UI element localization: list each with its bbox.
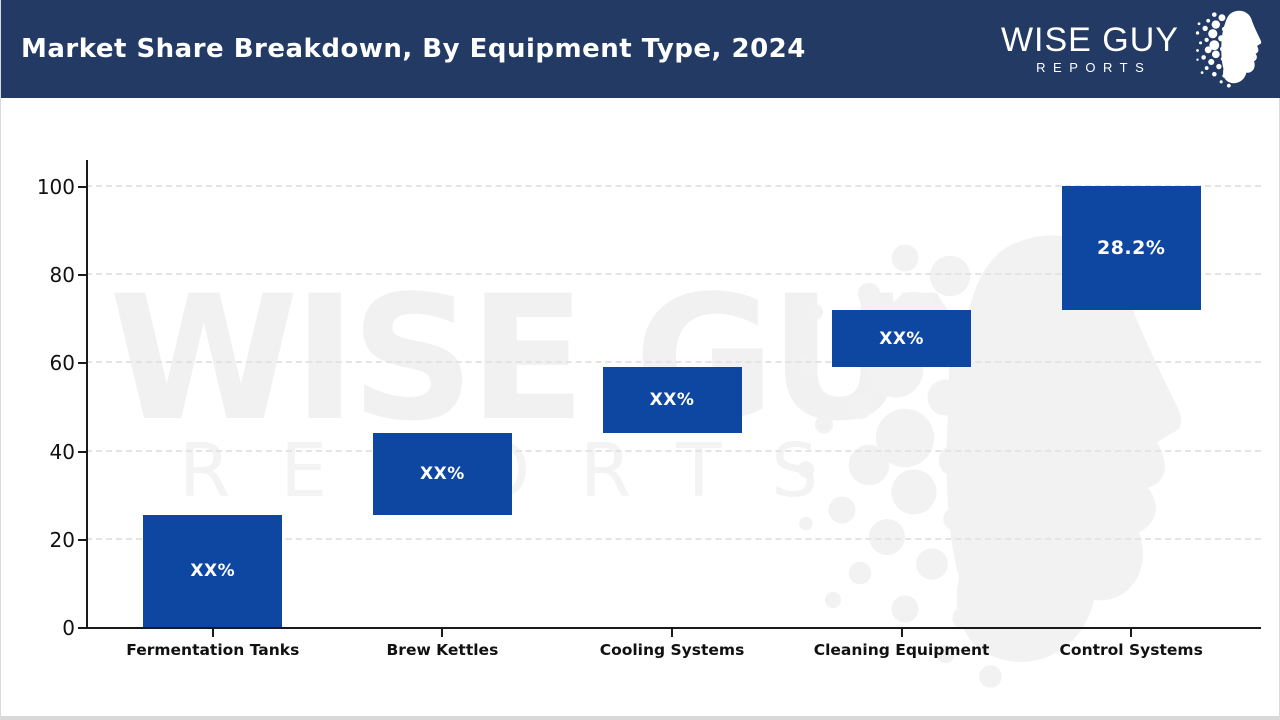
bar-value-label: XX% [420,463,465,484]
x-tick [671,629,673,637]
y-tick [78,450,86,453]
gridline [86,361,1261,364]
x-tick [900,629,903,637]
gridline [86,273,1261,276]
bar-value-label: XX% [879,328,924,349]
bar-value-label: XX% [190,561,236,582]
y-axis [86,160,88,629]
x-tick-label: Brew Kettles [386,641,499,659]
x-tick-label: Control Systems [1059,641,1203,659]
bottom-strip [1,716,1280,720]
header: Market Share Breakdown, By Equipment Typ… [1,0,1280,98]
gridline [86,185,1261,187]
x-tick-label: Cooling Systems [599,641,745,659]
y-tick-label: 60 [49,351,75,376]
page-title: Market Share Breakdown, By Equipment Typ… [21,34,806,64]
y-tick [78,274,86,277]
x-tick [211,629,214,637]
logo-wordmark: WISE GUY [1000,20,1179,59]
x-tick-label: Cleaning Equipment [813,641,990,659]
chart-area: WISE GUY REPORTS 0 20 40 60 80 100 XX% Fermenta… [1,98,1279,716]
x-tick [441,629,444,637]
bar-5: 28.2% [1061,186,1201,311]
y-tick [78,538,86,541]
logo-subtitle: REPORTS [1036,60,1152,76]
brand-logo: WISE GUY REPORTS [1001,7,1267,91]
y-tick-label: 20 [49,527,75,552]
x-tick-label: Fermentation Tanks [126,641,300,659]
gridline [86,537,1261,540]
head-profile-icon [1195,10,1262,88]
brand-logo-text: WISE GUY REPORTS [1000,20,1179,76]
waterfall-chart: 0 20 40 60 80 100 XX% Fermentation Tanks XX% Brew… [1,98,1279,716]
gridline [86,449,1261,452]
y-tick-label: 80 [49,263,75,288]
bar-value-label: 28.2% [1096,237,1166,260]
y-tick [78,627,86,629]
bar-1: XX% [143,515,283,627]
y-tick-label: 40 [49,439,75,464]
y-tick [78,186,86,188]
y-tick-label: 0 [62,616,75,640]
bar-value-label: XX% [649,389,695,410]
y-tick-label: 100 [36,175,75,199]
y-tick [78,362,86,365]
bar-2: XX% [372,432,512,516]
x-axis [86,627,1261,629]
x-tick [1130,629,1133,637]
bar-3: XX% [602,366,742,433]
bar-4: XX% [832,310,972,367]
